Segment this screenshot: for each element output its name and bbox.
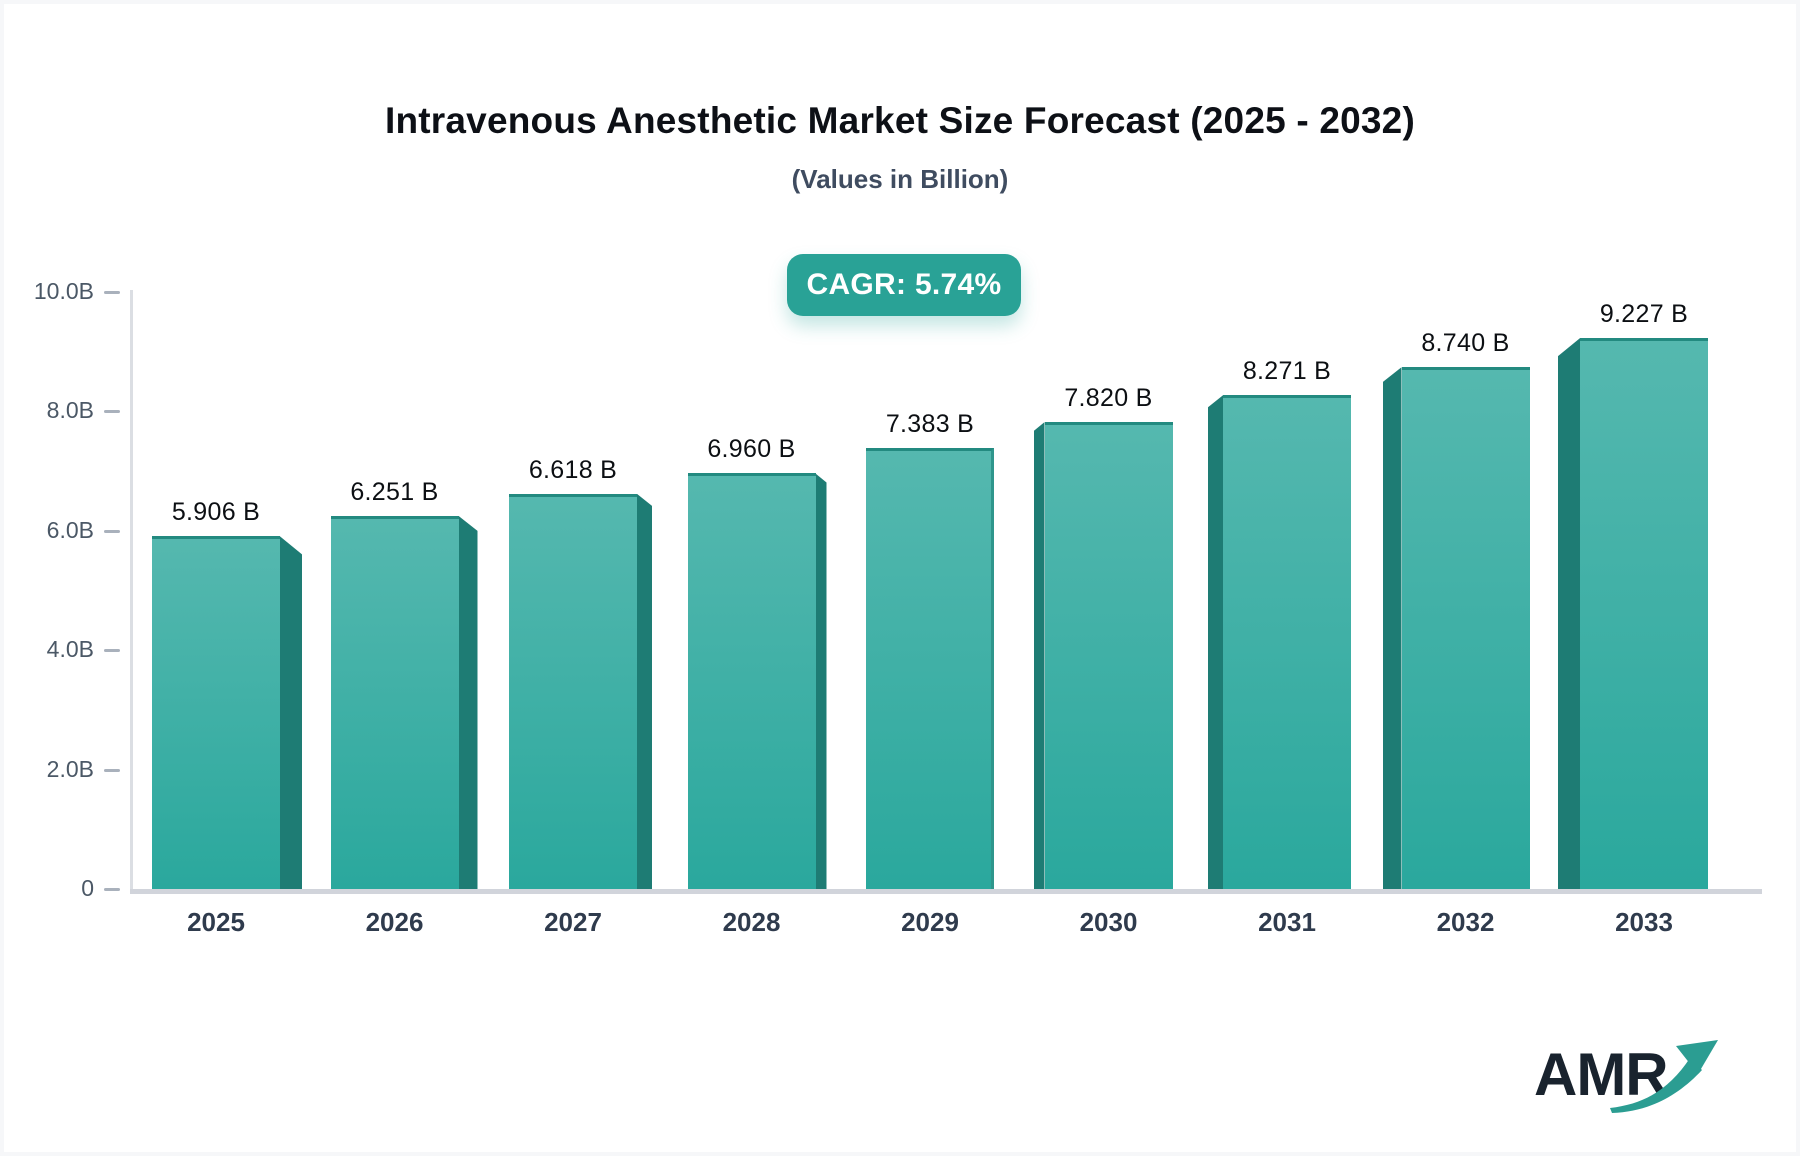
bar-value-label: 7.820 B <box>1064 384 1153 413</box>
x-axis-label: 2027 <box>544 907 602 937</box>
y-axis-tick-label: 10.0B <box>33 278 94 304</box>
bar-chart: 0 2.0B 4.0B 6.0B 8.0B 10.0B 5.906 B 2025 6.251 … <box>4 4 1796 1152</box>
y-axis-tick-label: 4.0B <box>46 636 94 663</box>
bar-side-bevel <box>458 515 478 889</box>
bar-2030[interactable] <box>1044 422 1173 889</box>
bar-2025[interactable] <box>152 536 280 889</box>
bar-2031[interactable] <box>1223 395 1351 889</box>
x-axis-baseline <box>130 889 1762 894</box>
y-axis-tick <box>104 649 120 653</box>
y-axis-tick <box>104 768 120 772</box>
chart-subtitle: (Values in Billion) <box>791 164 1009 194</box>
bar-2032[interactable] <box>1401 367 1530 889</box>
bar-value-label: 5.906 B <box>171 498 261 527</box>
bar-value-label: 9.227 B <box>1599 300 1689 329</box>
bar-2029[interactable] <box>866 448 994 889</box>
bar-value-label: 6.960 B <box>707 435 796 464</box>
amr-logo: AMR <box>1534 1032 1744 1127</box>
chart-card: Intravenous Anesthetic Market Size Forec… <box>4 4 1796 1152</box>
y-axis-tick-label: 0 <box>81 875 94 901</box>
y-axis-tick-label: 6.0B <box>46 516 94 543</box>
bar-side-bevel <box>1208 395 1223 889</box>
bar-2027[interactable] <box>509 493 637 889</box>
y-axis-tick-label: 8.0B <box>46 397 94 424</box>
amr-logo-text: AMR <box>1534 1041 1669 1108</box>
bar-value-label: 6.618 B <box>528 455 618 484</box>
y-axis-tick-label: 2.0B <box>46 755 94 782</box>
bar-value-label: 8.271 B <box>1242 357 1332 386</box>
y-axis-line <box>130 290 133 894</box>
bar-value-label: 7.383 B <box>885 410 975 439</box>
bar-2028[interactable] <box>687 473 816 889</box>
bar-2033[interactable] <box>1580 338 1708 889</box>
y-axis-tick <box>104 410 120 414</box>
bar-value-label: 8.740 B <box>1421 329 1510 358</box>
y-axis-tick <box>104 529 120 533</box>
growth-arrow-icon <box>1610 1040 1718 1113</box>
x-axis-label: 2030 <box>1079 907 1138 937</box>
x-axis-label: 2031 <box>1258 907 1316 937</box>
bar-2026[interactable] <box>330 515 459 889</box>
chart-title: Intravenous Anesthetic Market Size Forec… <box>385 100 1415 141</box>
x-axis-label: 2028 <box>722 907 781 937</box>
bar-side-bevel <box>280 536 302 889</box>
bar-side-bevel <box>1033 422 1045 889</box>
cagr-badge: CAGR: 5.74% <box>787 254 1021 316</box>
bar-side-bevel <box>1558 338 1580 889</box>
x-axis-label: 2029 <box>901 907 959 937</box>
bar-side-bevel <box>637 493 652 889</box>
x-axis-label: 2025 <box>187 907 245 937</box>
x-axis-label: 2026 <box>365 907 424 937</box>
y-axis-tick <box>104 888 120 891</box>
x-axis-label: 2033 <box>1615 907 1673 937</box>
y-axis-tick <box>104 291 120 294</box>
bar-side-bevel <box>1382 367 1402 889</box>
x-axis-label: 2032 <box>1436 907 1495 937</box>
bar-value-label: 6.251 B <box>350 477 439 506</box>
bar-side-bevel <box>815 473 827 889</box>
